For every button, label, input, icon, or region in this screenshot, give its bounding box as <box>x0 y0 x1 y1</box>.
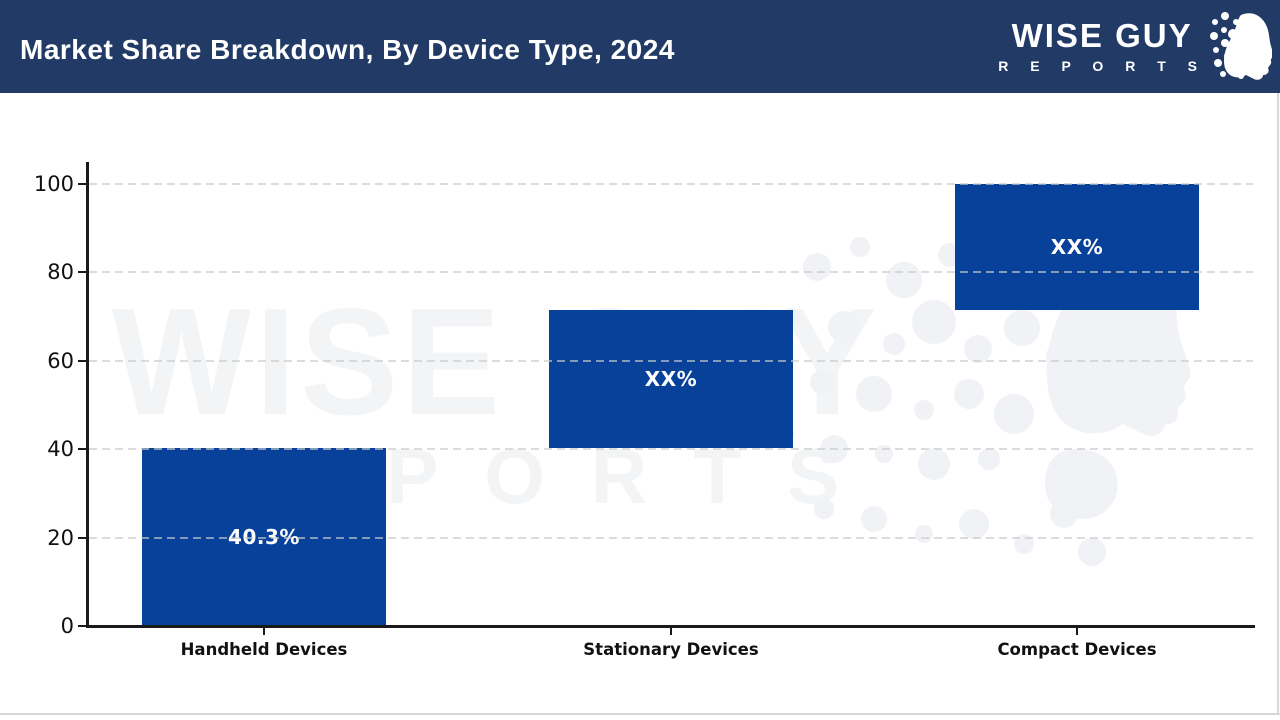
bar-stationary-devices: XX% <box>549 310 793 449</box>
x-tick-mark <box>670 628 672 635</box>
bar-value-label: XX% <box>1050 235 1104 260</box>
y-tick-mark <box>78 271 87 273</box>
y-tick-label-100: 100 <box>33 172 74 196</box>
bottom-border-line <box>0 713 1280 715</box>
gridline-100 <box>89 183 1253 185</box>
y-tick-label-40: 40 <box>47 437 74 461</box>
gridline-40 <box>89 448 1253 450</box>
y-tick-label-80: 80 <box>47 260 74 284</box>
y-tick-mark <box>78 625 87 627</box>
y-axis-line <box>86 162 89 627</box>
y-tick-mark <box>78 183 87 185</box>
y-tick-mark <box>78 360 87 362</box>
bar-value-label: XX% <box>644 367 698 392</box>
x-tick-mark <box>1076 628 1078 635</box>
y-tick-label-0: 0 <box>60 614 74 638</box>
brand-name: WISE GUY <box>1011 17 1193 54</box>
brand-subname: R E P O R T S <box>998 58 1206 74</box>
x-label-stationary-devices: Stationary Devices <box>583 640 759 659</box>
brand-logo: WISE GUY R E P O R T S <box>998 6 1272 88</box>
y-tick-mark <box>78 537 87 539</box>
brand-face-icon <box>1210 12 1272 80</box>
right-border-line <box>1277 93 1279 715</box>
x-tick-mark <box>263 628 265 635</box>
y-tick-label-60: 60 <box>47 349 74 373</box>
bar-compact-devices: XX% <box>955 183 1199 311</box>
header-bar: Market Share Breakdown, By Device Type, … <box>0 0 1280 93</box>
gridline-20 <box>89 537 1253 539</box>
x-label-handheld-devices: Handheld Devices <box>180 640 348 659</box>
gridline-60 <box>89 360 1253 362</box>
y-tick-mark <box>78 448 87 450</box>
y-tick-label-20: 20 <box>47 526 74 550</box>
gridline-80 <box>89 271 1253 273</box>
page-title: Market Share Breakdown, By Device Type, … <box>20 34 675 65</box>
x-label-compact-devices: Compact Devices <box>997 640 1157 659</box>
x-axis-line <box>86 625 1255 628</box>
brand-text: WISE GUY R E P O R T S <box>998 18 1206 76</box>
